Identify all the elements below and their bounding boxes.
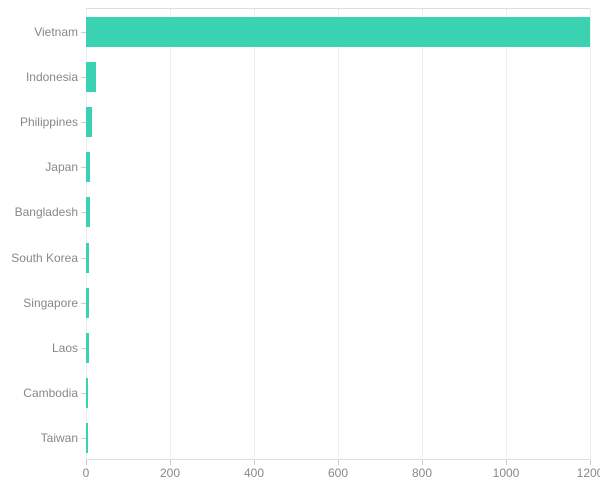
bar	[86, 333, 89, 363]
bar	[86, 107, 92, 137]
x-axis-label: 200	[160, 460, 180, 480]
x-axis-label: 800	[412, 460, 432, 480]
y-tick	[81, 212, 86, 213]
bar	[86, 243, 89, 273]
y-tick	[81, 167, 86, 168]
bar	[86, 288, 89, 318]
y-tick	[81, 303, 86, 304]
y-axis-label: Singapore	[23, 296, 86, 310]
x-axis-label: 1000	[493, 460, 520, 480]
y-axis-label: Philippines	[20, 115, 86, 129]
y-axis-label: Taiwan	[41, 431, 86, 445]
bar	[86, 152, 90, 182]
gridline	[506, 9, 507, 460]
gridline	[422, 9, 423, 460]
y-axis-label: South Korea	[11, 251, 86, 265]
bar	[86, 17, 590, 47]
bar	[86, 62, 96, 92]
bar	[86, 197, 90, 227]
y-axis-label: Cambodia	[23, 386, 86, 400]
x-axis-label: 400	[244, 460, 264, 480]
y-axis-label: Indonesia	[26, 70, 86, 84]
plot-area: 020040060080010001200VietnamIndonesiaPhi…	[86, 8, 590, 460]
x-axis-label: 0	[83, 460, 90, 480]
y-tick	[81, 258, 86, 259]
gridline	[254, 9, 255, 460]
y-axis-label: Japan	[45, 160, 86, 174]
gridline	[170, 9, 171, 460]
y-tick	[81, 77, 86, 78]
bar-chart: 0 200 400 600 800 1000 1200 Vietnam Indonesia Phi…	[0, 0, 600, 500]
y-axis-label: Vietnam	[34, 25, 86, 39]
gridline	[338, 9, 339, 460]
x-axis-label: 1200	[577, 460, 600, 480]
bar	[86, 378, 88, 408]
y-tick	[81, 393, 86, 394]
y-tick	[81, 438, 86, 439]
y-tick	[81, 122, 86, 123]
x-axis-label: 600	[328, 460, 348, 480]
bar	[86, 423, 88, 453]
y-tick	[81, 32, 86, 33]
y-axis-label: Bangladesh	[15, 205, 86, 219]
gridline	[590, 9, 591, 460]
y-tick	[81, 348, 86, 349]
